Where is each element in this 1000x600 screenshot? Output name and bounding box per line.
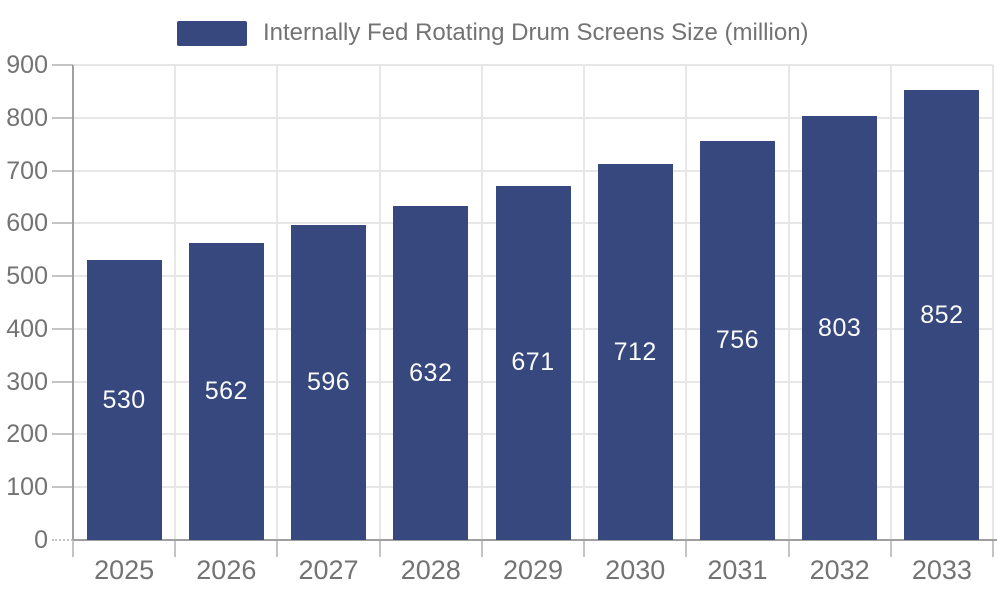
bar-value-label: 562	[204, 377, 248, 406]
x-axis-tick	[72, 540, 74, 557]
bar[interactable]: 530	[86, 260, 162, 540]
gridline-horizontal	[73, 169, 993, 172]
x-axis-tick	[787, 540, 790, 557]
y-axis-tick	[52, 327, 73, 330]
x-axis-tick	[992, 540, 994, 557]
y-axis-tick	[52, 116, 73, 119]
x-axis-label: 2033	[911, 555, 972, 585]
x-axis-label: 2027	[298, 555, 359, 585]
gridline-vertical	[174, 65, 177, 540]
bar-value-label: 712	[613, 337, 657, 366]
bar-value-label: 756	[715, 326, 760, 354]
y-axis-tick	[52, 380, 73, 383]
gridline-vertical	[787, 65, 790, 540]
x-axis-tick	[889, 540, 892, 557]
x-axis-label: 2028	[400, 555, 461, 585]
x-axis-tick	[174, 540, 177, 557]
bar[interactable]: 756	[699, 141, 775, 540]
y-axis-label: 0	[34, 526, 48, 554]
bar[interactable]: 632	[393, 206, 469, 540]
x-axis-tick	[276, 540, 279, 557]
bar[interactable]: 596	[291, 225, 367, 540]
x-axis-tick	[583, 540, 586, 557]
x-axis-label: 2030	[605, 555, 666, 585]
x-axis-label: 2031	[707, 555, 768, 585]
x-axis-tick	[685, 540, 688, 557]
legend-swatch	[177, 20, 247, 46]
gridline-vertical	[378, 65, 381, 540]
gridline-horizontal	[73, 116, 993, 119]
gridline-vertical	[480, 65, 483, 540]
x-axis-label: 2026	[196, 555, 257, 585]
x-axis-label: 2025	[94, 555, 155, 585]
y-axis-tick	[52, 222, 73, 225]
x-axis-label: 2032	[809, 555, 870, 585]
bar-value-label: 530	[102, 385, 146, 414]
bar[interactable]: 852	[904, 90, 980, 540]
y-axis-label: 800	[6, 103, 48, 132]
x-axis-tick	[480, 540, 483, 557]
legend-label: Internally Fed Rotating Drum Screens Siz…	[263, 19, 809, 46]
y-axis-label: 500	[6, 262, 48, 291]
x-axis-line	[73, 539, 997, 541]
legend-item[interactable]: Internally Fed Rotating Drum Screens Siz…	[177, 16, 809, 50]
bar-value-label: 803	[818, 313, 862, 342]
y-axis-label: 300	[6, 367, 48, 396]
bar[interactable]: 671	[495, 185, 571, 540]
bar-value-label: 596	[306, 368, 351, 397]
bar-value-label: 671	[511, 348, 555, 377]
gridline-vertical	[992, 65, 994, 540]
y-axis-tick	[52, 169, 73, 172]
gridline-vertical	[685, 65, 688, 540]
y-axis-label: 700	[6, 156, 48, 185]
y-axis-label: 900	[6, 51, 48, 79]
bar-value-label: 632	[409, 358, 453, 387]
gridline-vertical	[276, 65, 279, 540]
bar[interactable]: 562	[188, 243, 264, 540]
y-axis-tick	[52, 433, 73, 436]
bar-value-label: 852	[920, 300, 964, 329]
y-axis-line	[72, 65, 74, 540]
gridline-vertical	[889, 65, 892, 540]
y-axis-label: 100	[6, 473, 48, 502]
gridline-horizontal	[73, 64, 993, 66]
gridline-vertical	[583, 65, 586, 540]
y-axis-tick	[52, 64, 73, 66]
y-axis-label: 400	[6, 314, 48, 343]
x-axis-tick	[378, 540, 381, 557]
y-axis-tick	[52, 486, 73, 489]
bar[interactable]: 803	[802, 116, 878, 540]
bar[interactable]: 712	[597, 164, 673, 540]
y-axis-label: 600	[6, 209, 48, 238]
y-axis-tick	[52, 275, 73, 278]
x-axis-label: 2029	[502, 555, 564, 585]
y-axis-label: 200	[6, 420, 48, 449]
y-axis-tick	[52, 539, 73, 541]
